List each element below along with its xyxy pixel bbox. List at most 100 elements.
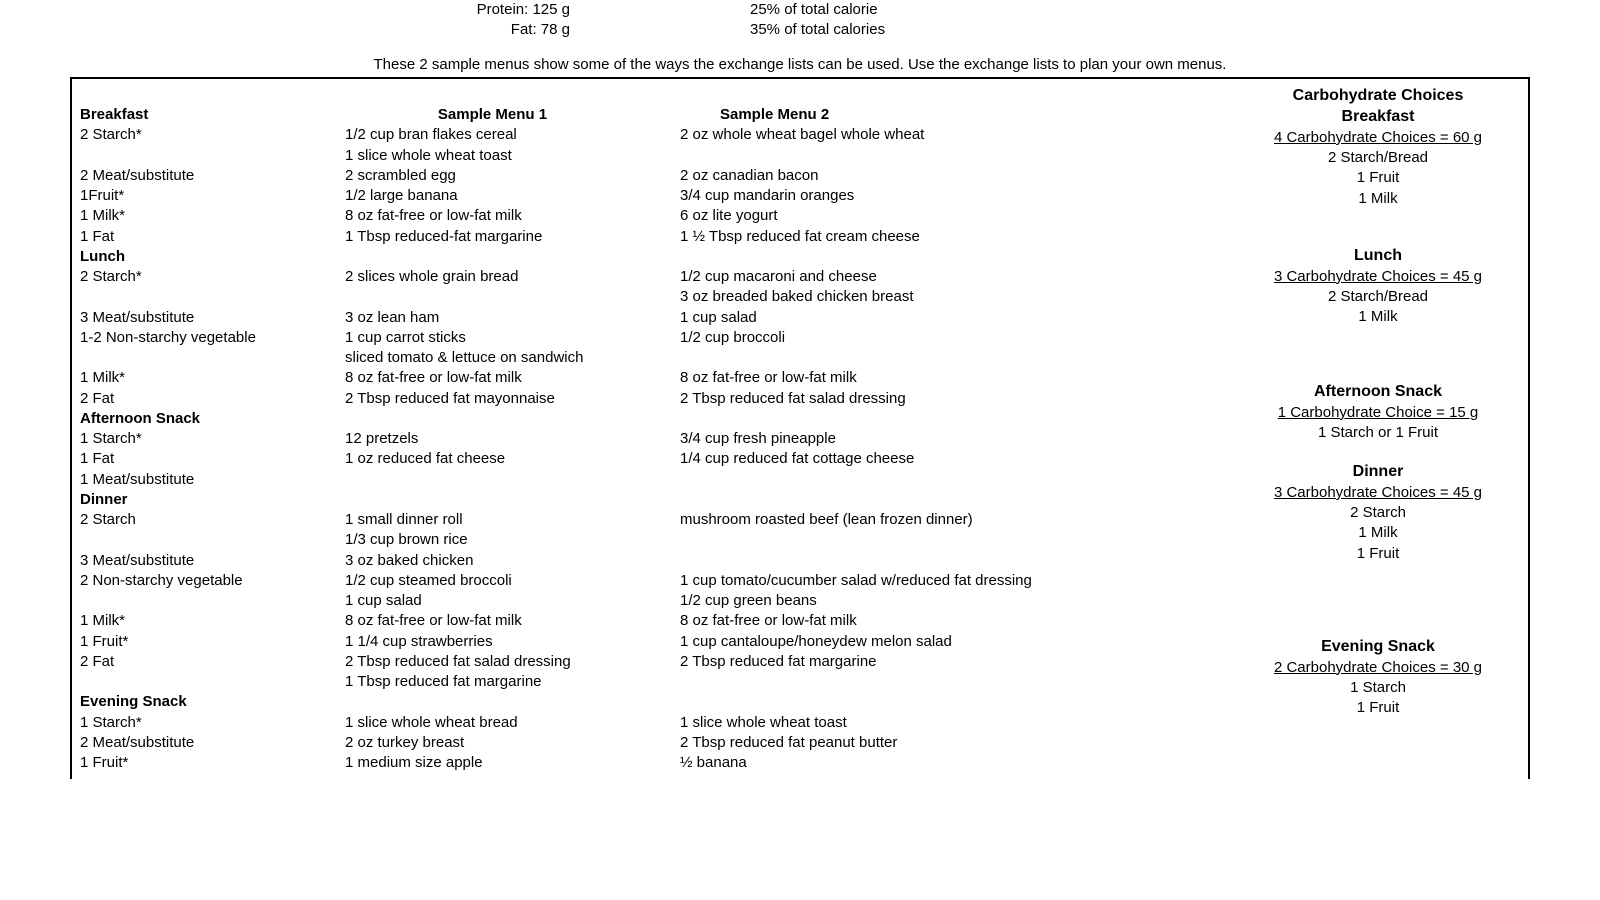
ex-item: 2 Starch* (80, 267, 345, 287)
ex-item: 1Fruit* (80, 186, 345, 206)
menu2-item: 3/4 cup fresh pineapple (680, 429, 1220, 449)
menu2-item: 1 cup tomato/cucumber salad w/reduced fa… (680, 571, 1220, 591)
menu1-item: sliced tomato & lettuce on sandwich (345, 348, 680, 368)
protein-pct: 25% of total calorie (590, 0, 878, 20)
menu1-item: 1 cup salad (345, 591, 680, 611)
menu2-item: 1/4 cup reduced fat cottage cheese (680, 449, 1220, 469)
ex-item: 1 Milk* (80, 611, 345, 631)
menu2-item: 1/2 cup green beans (680, 591, 1220, 611)
carb-breakfast-sub: 4 Carbohydrate Choices = 60 g (1236, 128, 1520, 148)
menu1-item: 8 oz fat-free or low-fat milk (345, 368, 680, 388)
carb-item: 2 Starch/Bread (1236, 148, 1520, 168)
carb-evening-title: Evening Snack (1236, 636, 1520, 658)
menu1-item: 2 Tbsp reduced fat salad dressing (345, 652, 680, 672)
carb-dinner-title: Dinner (1236, 461, 1520, 483)
fat-label: Fat: 78 g (0, 20, 590, 40)
breakfast-title: Breakfast (80, 105, 345, 125)
menu1-item: 2 slices whole grain bread (345, 267, 680, 287)
carb-dinner-sub: 3 Carbohydrate Choices = 45 g (1236, 483, 1520, 503)
menu2-item: 2 oz canadian bacon (680, 166, 1220, 186)
carb-breakfast-title: Breakfast (1236, 106, 1520, 128)
carb-item: 2 Starch (1236, 503, 1520, 523)
ex-item: 1 Milk* (80, 206, 345, 226)
ex-item (80, 591, 345, 611)
carb-item: 1 Starch (1236, 678, 1520, 698)
carb-snack-sub: 1 Carbohydrate Choice = 15 g (1236, 403, 1520, 423)
menu1-item: 1/2 cup steamed broccoli (345, 571, 680, 591)
ex-item: 2 Non-starchy vegetable (80, 571, 345, 591)
menu2-item: 3/4 cup mandarin oranges (680, 186, 1220, 206)
menu2-item: 1 cup salad (680, 308, 1220, 328)
ex-item: 2 Fat (80, 389, 345, 409)
menu1-item: 3 oz baked chicken (345, 551, 680, 571)
menu1-item: 1 medium size apple (345, 753, 680, 773)
menu1-item: 12 pretzels (345, 429, 680, 449)
menu2-item: mushroom roasted beef (lean frozen dinne… (680, 510, 1220, 530)
carb-lunch-title: Lunch (1236, 245, 1520, 267)
fat-pct: 35% of total calories (590, 20, 885, 40)
ex-item: 2 Meat/substitute (80, 166, 345, 186)
carb-snack-title: Afternoon Snack (1236, 381, 1520, 403)
evening-title: Evening Snack (80, 692, 345, 712)
menu1-item: 1 oz reduced fat cheese (345, 449, 680, 469)
carb-item: 1 Starch or 1 Fruit (1236, 423, 1520, 443)
menu2-item: 6 oz lite yogurt (680, 206, 1220, 226)
carb-item: 1 Milk (1236, 523, 1520, 543)
menu1-item: 8 oz fat-free or low-fat milk (345, 611, 680, 631)
carb-item: 1 Fruit (1236, 698, 1520, 718)
ex-item: 1 Starch* (80, 713, 345, 733)
menu2-item: 2 Tbsp reduced fat salad dressing (680, 389, 1220, 409)
menu1-item: 8 oz fat-free or low-fat milk (345, 206, 680, 226)
menu1-item (345, 287, 680, 307)
ex-item: 1 Starch* (80, 429, 345, 449)
menu2-item (680, 470, 1220, 490)
ex-item: 2 Fat (80, 652, 345, 672)
ex-item (80, 146, 345, 166)
ex-item: 1-2 Non-starchy vegetable (80, 328, 345, 348)
menu2-item: 1 ½ Tbsp reduced fat cream cheese (680, 227, 1220, 247)
menu2-item: 8 oz fat-free or low-fat milk (680, 611, 1220, 631)
menu2-item (680, 146, 1220, 166)
menu2-item: 3 oz breaded baked chicken breast (680, 287, 1220, 307)
ex-item: 3 Meat/substitute (80, 551, 345, 571)
menu2-item (680, 551, 1220, 571)
carb-header: Carbohydrate Choices (1236, 85, 1520, 107)
dinner-title: Dinner (80, 490, 345, 510)
carb-evening-sub: 2 Carbohydrate Choices = 30 g (1236, 658, 1520, 678)
menu1-header: Sample Menu 1 (345, 105, 680, 125)
carb-item: 1 Fruit (1236, 544, 1520, 564)
menu1-item: 1 Tbsp reduced-fat margarine (345, 227, 680, 247)
menu1-item: 1 cup carrot sticks (345, 328, 680, 348)
menus-block: Breakfast 2 Starch* 2 Meat/substitute 1F… (72, 79, 1228, 780)
menu2-item (680, 348, 1220, 368)
menu2-header: Sample Menu 2 (680, 105, 1220, 125)
menu2-item: 2 Tbsp reduced fat peanut butter (680, 733, 1220, 753)
menu2-item: ½ banana (680, 753, 1220, 773)
ex-item: 2 Meat/substitute (80, 733, 345, 753)
ex-item: 1 Fat (80, 449, 345, 469)
menu1-item: 1 small dinner roll (345, 510, 680, 530)
intro-text: These 2 sample menus show some of the wa… (0, 55, 1600, 75)
menu1-item: 2 Tbsp reduced fat mayonnaise (345, 389, 680, 409)
macros-header: Protein: 125 g 25% of total calorie Fat:… (0, 0, 1600, 41)
menu1-item: 1 slice whole wheat bread (345, 713, 680, 733)
carb-choices-column: Carbohydrate Choices Breakfast 4 Carbohy… (1228, 79, 1528, 780)
ex-item: 3 Meat/substitute (80, 308, 345, 328)
menu1-item: 3 oz lean ham (345, 308, 680, 328)
menu2-item: 1 slice whole wheat toast (680, 713, 1220, 733)
menu1-item: 1 slice whole wheat toast (345, 146, 680, 166)
menu1-item: 1 1/4 cup strawberries (345, 632, 680, 652)
menu1-item: 1/3 cup brown rice (345, 530, 680, 550)
menu2-item: 1/2 cup macaroni and cheese (680, 267, 1220, 287)
carb-item: 1 Milk (1236, 307, 1520, 327)
ex-item (80, 672, 345, 692)
ex-item: 1 Fruit* (80, 632, 345, 652)
carb-item: 2 Starch/Bread (1236, 287, 1520, 307)
menu1-item: 2 oz turkey breast (345, 733, 680, 753)
ex-item: 2 Starch* (80, 125, 345, 145)
menu2-item (680, 530, 1220, 550)
ex-item (80, 530, 345, 550)
exchange-column: Breakfast 2 Starch* 2 Meat/substitute 1F… (80, 85, 345, 774)
menu1-item: 2 scrambled egg (345, 166, 680, 186)
snack-title: Afternoon Snack (80, 409, 345, 429)
